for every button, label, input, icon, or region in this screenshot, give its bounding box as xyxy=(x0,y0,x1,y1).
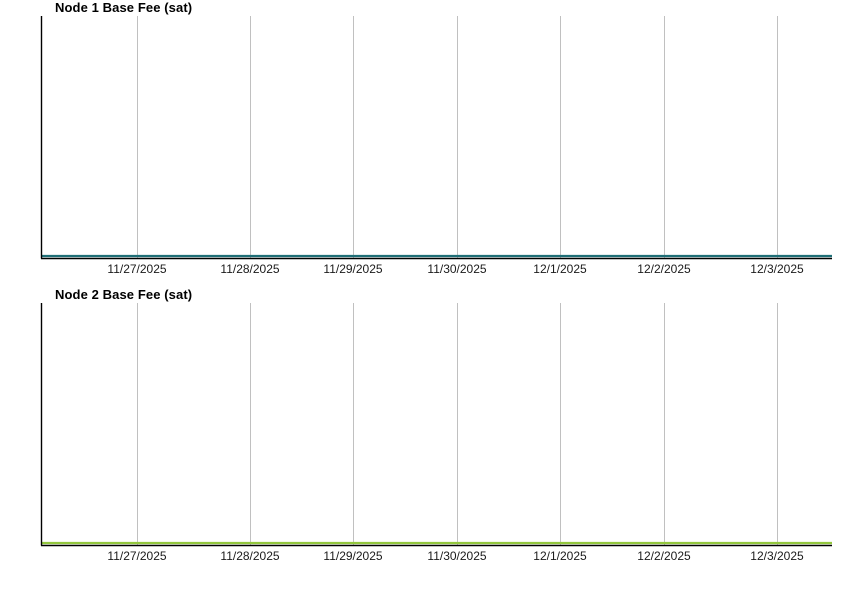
xtick-label: 11/28/2025 xyxy=(220,549,280,563)
gridlines-node-1 xyxy=(137,16,778,258)
xtick-label: 11/29/2025 xyxy=(323,262,383,276)
xtick-label: 11/30/2025 xyxy=(427,262,487,276)
xtick-label: 12/1/2025 xyxy=(533,262,587,276)
plot-area-node-1 xyxy=(0,16,860,262)
x-axis-labels-node-1: 11/27/2025 11/28/2025 11/29/2025 11/30/2… xyxy=(0,262,860,282)
xtick-label: 12/3/2025 xyxy=(750,262,804,276)
line-chart-node-1 xyxy=(40,16,832,260)
line-chart-node-2 xyxy=(40,303,832,547)
xtick-label: 11/30/2025 xyxy=(427,549,487,563)
chart-title-node-2: Node 2 Base Fee (sat) xyxy=(55,287,193,302)
xtick-label: 12/2/2025 xyxy=(637,549,691,563)
xtick-label: 12/2/2025 xyxy=(637,262,691,276)
xtick-label: 11/29/2025 xyxy=(323,549,383,563)
chart-title-node-1: Node 1 Base Fee (sat) xyxy=(55,0,193,15)
gridlines-node-2 xyxy=(137,303,778,545)
plot-area-node-2 xyxy=(0,303,860,549)
chart-panel-node-1: Node 1 Base Fee (sat) xyxy=(0,0,860,290)
xtick-label: 11/27/2025 xyxy=(107,549,167,563)
x-axis-labels-node-2: 11/27/2025 11/28/2025 11/29/2025 11/30/2… xyxy=(0,549,860,569)
xtick-label: 11/28/2025 xyxy=(220,262,280,276)
xtick-label: 12/1/2025 xyxy=(533,549,587,563)
chart-panel-node-2: Node 2 Base Fee (sat) xyxy=(0,287,860,577)
xtick-label: 11/27/2025 xyxy=(107,262,167,276)
xtick-label: 12/3/2025 xyxy=(750,549,804,563)
